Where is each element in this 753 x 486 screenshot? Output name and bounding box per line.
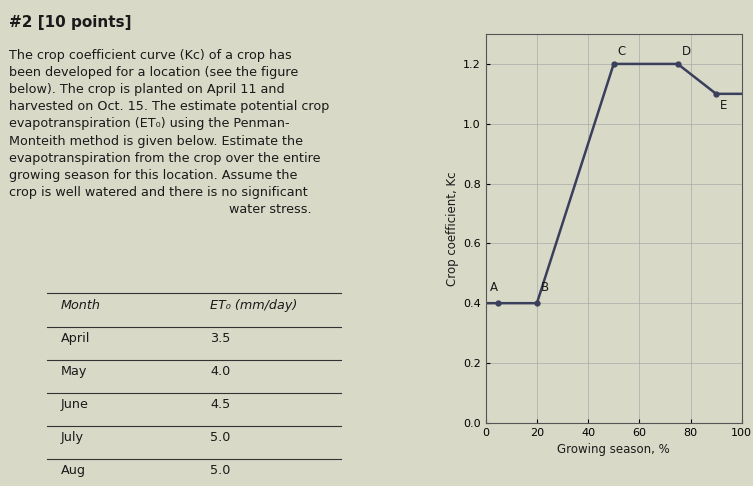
Text: 4.5: 4.5	[210, 398, 230, 411]
Text: C: C	[617, 45, 626, 58]
Text: May: May	[61, 365, 87, 378]
Text: B: B	[541, 281, 549, 294]
Text: Aug: Aug	[61, 464, 86, 477]
Text: 3.5: 3.5	[210, 332, 230, 345]
Text: E: E	[720, 99, 727, 112]
Text: 5.0: 5.0	[210, 431, 230, 444]
Text: April: April	[61, 332, 90, 345]
Text: ET₀ (mm/day): ET₀ (mm/day)	[210, 299, 297, 312]
Text: Month: Month	[61, 299, 101, 312]
Text: 5.0: 5.0	[210, 464, 230, 477]
Text: The crop coefficient curve (Kc) of a crop has
been developed for a location (see: The crop coefficient curve (Kc) of a cro…	[9, 49, 330, 216]
Text: June: June	[61, 398, 89, 411]
X-axis label: Growing season, %: Growing season, %	[557, 443, 670, 456]
Text: D: D	[681, 45, 691, 58]
Text: July: July	[61, 431, 84, 444]
Y-axis label: Crop coefficient, Kc: Crop coefficient, Kc	[446, 171, 459, 286]
Text: #2 [10 points]: #2 [10 points]	[9, 15, 132, 30]
Text: 4.0: 4.0	[210, 365, 230, 378]
Text: A: A	[489, 281, 498, 294]
